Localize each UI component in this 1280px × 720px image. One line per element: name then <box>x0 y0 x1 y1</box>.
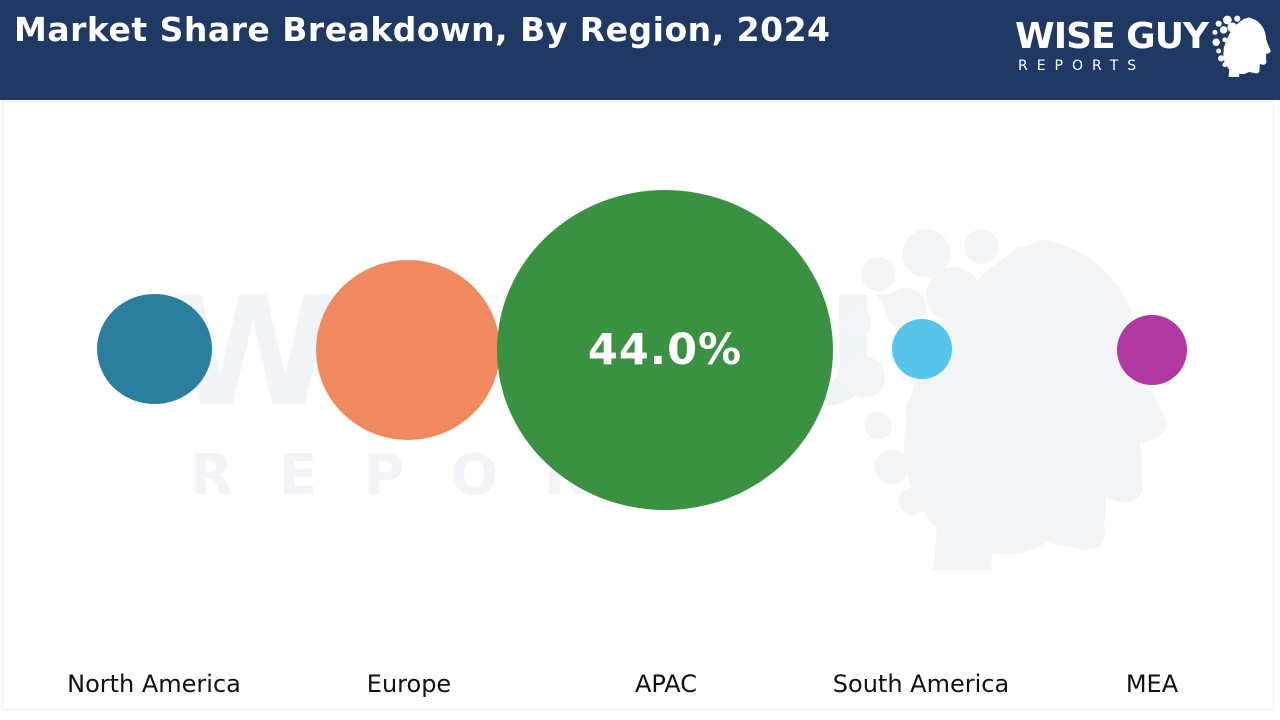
category-label-south-america: South America <box>832 670 1010 698</box>
bubble-north-america <box>97 294 212 404</box>
brand-tagline: REPORTS <box>1017 57 1146 74</box>
plot-border <box>2 101 1274 710</box>
brand-name: WISE GUY <box>1014 15 1209 57</box>
watermark-head-icon <box>843 229 1167 570</box>
category-label-europe: Europe <box>366 670 452 698</box>
category-label-north-america: North America <box>67 670 241 698</box>
bubble-mea <box>1117 315 1187 385</box>
brand-logo-text: WISE GUY REPORTS <box>1014 15 1209 74</box>
category-label-mea: MEA <box>1125 670 1179 698</box>
brand-head-icon <box>1212 15 1271 77</box>
header: Market Share Breakdown, By Region, 2024 … <box>0 0 1280 100</box>
bubble-apac: 44.0% <box>497 190 833 510</box>
bubble-value-label: 44.0% <box>587 325 743 375</box>
bubble-south-america <box>892 319 952 379</box>
page-title: Market Share Breakdown, By Region, 2024 <box>14 10 831 49</box>
bubble-europe <box>316 260 500 440</box>
brand-logo: WISE GUY REPORTS <box>1015 6 1272 86</box>
category-label-apac: APAC <box>634 670 698 698</box>
